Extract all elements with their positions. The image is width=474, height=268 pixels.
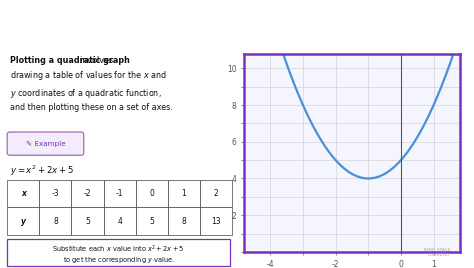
Text: 4: 4 [117, 217, 122, 225]
Bar [72, 207, 104, 235]
Bar [168, 207, 200, 235]
Text: -3: -3 [52, 189, 59, 198]
Text: $y = x^2 + 2x + 5$: $y = x^2 + 2x + 5$ [9, 164, 73, 178]
Text: -2: -2 [84, 189, 91, 198]
Bar [39, 180, 72, 207]
Bar [168, 180, 200, 207]
Text: Substitute each $x$ value into $x^2 + 2x + 5$: Substitute each $x$ value into $x^2 + 2x… [52, 244, 185, 255]
Bar [200, 207, 232, 235]
Bar [104, 207, 136, 235]
Bar [200, 180, 232, 207]
Text: Plotting Quadratic Graphs: Plotting Quadratic Graphs [12, 18, 248, 33]
Text: x: x [21, 189, 26, 198]
Text: 2: 2 [214, 189, 219, 198]
Text: involves
drawing a table of values for the $x$ and
$y$ coordinates of a quadrati: involves drawing a table of values for t… [9, 56, 173, 112]
Bar [104, 180, 136, 207]
FancyBboxPatch shape [7, 239, 230, 266]
Text: y: y [21, 217, 26, 225]
Text: 5: 5 [85, 217, 90, 225]
Text: 0: 0 [149, 189, 154, 198]
Text: 13: 13 [211, 217, 221, 225]
Text: to get the corresponding $y$ value.: to get the corresponding $y$ value. [63, 255, 174, 265]
FancyBboxPatch shape [7, 132, 84, 155]
Bar [136, 207, 168, 235]
Bar [72, 180, 104, 207]
Text: THIRD SPACE
LEARNING: THIRD SPACE LEARNING [422, 248, 450, 257]
Bar [7, 180, 39, 207]
Bar [7, 207, 39, 235]
Text: Plotting a quadratic graph: Plotting a quadratic graph [9, 56, 129, 65]
Text: ✎ Example: ✎ Example [26, 141, 65, 147]
Text: 1: 1 [182, 189, 186, 198]
Text: -1: -1 [116, 189, 123, 198]
Bar [39, 207, 72, 235]
Text: 8: 8 [182, 217, 186, 225]
Bar [136, 180, 168, 207]
Text: 5: 5 [149, 217, 154, 225]
Text: 8: 8 [53, 217, 58, 225]
